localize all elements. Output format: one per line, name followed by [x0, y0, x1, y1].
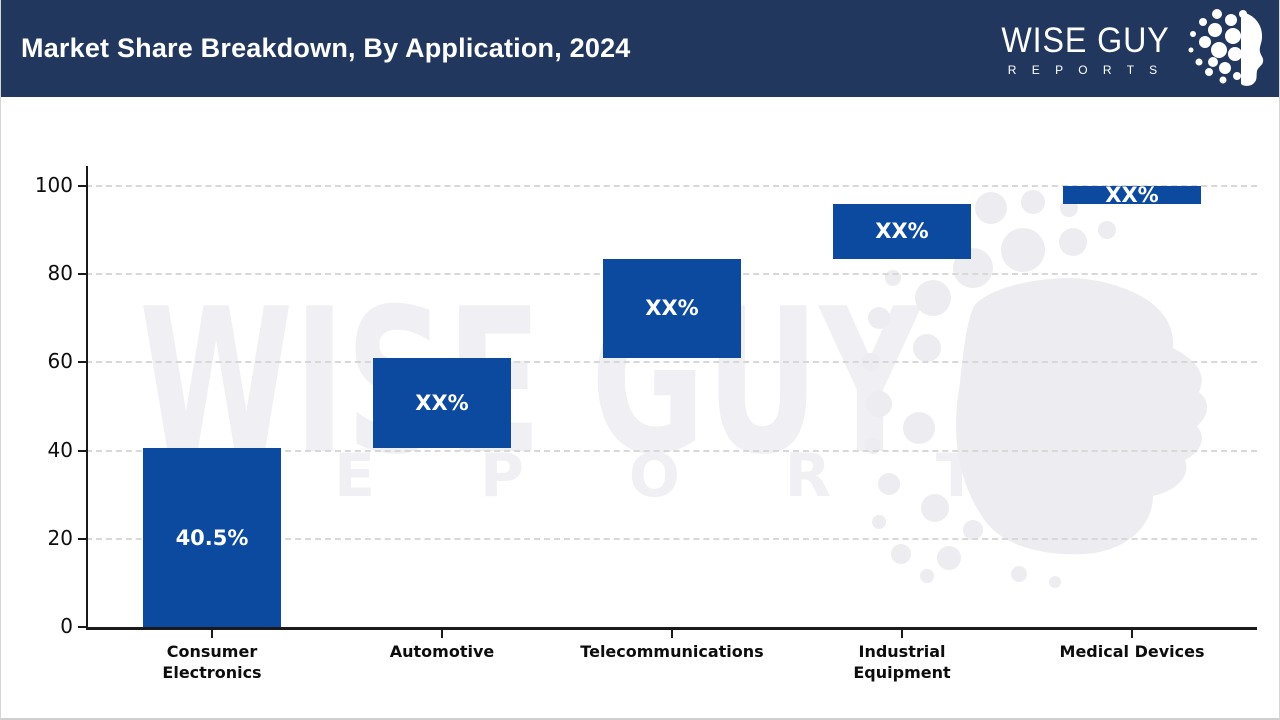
gridline-20 — [86, 537, 1257, 540]
y-tick-mark — [78, 185, 86, 187]
bar-industrial-equipment: XX% — [833, 203, 971, 259]
logo-wordmark: WISE GUY — [1001, 20, 1170, 60]
bar-value-label: XX% — [645, 296, 699, 321]
bar-telecommunications: XX% — [603, 258, 741, 358]
x-tick-mark — [211, 630, 213, 638]
bar-value-label: 40.5% — [175, 525, 249, 550]
y-tick-label: 20 — [47, 525, 73, 550]
x-tick-mark — [901, 630, 903, 638]
y-tick-mark — [78, 449, 86, 452]
y-axis-line — [86, 166, 88, 629]
x-category-label: Medical Devices — [1059, 642, 1205, 661]
waterfall-chart: 40.5%XX%XX%XX%XX%XX%020406080100Consumer… — [1, 97, 1279, 718]
bar-medical-devices: XX% — [1063, 186, 1201, 204]
x-category-label: Industrial Equipment — [853, 642, 951, 682]
gridline-100 — [86, 185, 1257, 187]
x-tick-mark — [671, 630, 673, 638]
logo-text: WISE GUY R E P O R T S — [994, 21, 1177, 77]
y-tick-label: 40 — [47, 437, 73, 462]
x-category-label: Consumer Electronics — [162, 642, 262, 682]
x-category-label: Automotive — [389, 642, 495, 661]
bar-consumer-electronics: 40.5% — [143, 448, 281, 627]
y-tick-label: 0 — [60, 614, 73, 638]
report-header: Market Share Breakdown, By Application, … — [1, 0, 1279, 97]
y-tick-mark — [78, 626, 86, 628]
y-tick-label: 60 — [47, 349, 73, 374]
bar-value-label: XX% — [1105, 186, 1159, 204]
gridline-40 — [86, 449, 1257, 452]
x-category-label: Telecommunications — [580, 642, 764, 661]
y-tick-mark — [78, 537, 86, 540]
bar-automotive: XX% — [373, 357, 511, 449]
x-tick-mark — [441, 630, 443, 638]
x-axis-line — [86, 627, 1257, 630]
dotted-head-icon — [1188, 8, 1264, 86]
y-tick-label: 80 — [47, 261, 73, 286]
watermark-head-icon — [862, 190, 1208, 588]
x-tick-mark — [1131, 630, 1133, 638]
bar-value-label: XX% — [875, 219, 929, 244]
gridline-60 — [86, 361, 1257, 364]
y-tick-mark — [78, 273, 86, 276]
y-tick-label: 100 — [34, 173, 73, 197]
y-tick-mark — [78, 361, 86, 364]
wiseguy-logo: WISE GUY R E P O R T S — [994, 6, 1267, 92]
page-title: Market Share Breakdown, By Application, … — [21, 33, 631, 63]
logo-tagline: R E P O R T S — [1007, 62, 1164, 77]
bar-value-label: XX% — [415, 391, 469, 416]
